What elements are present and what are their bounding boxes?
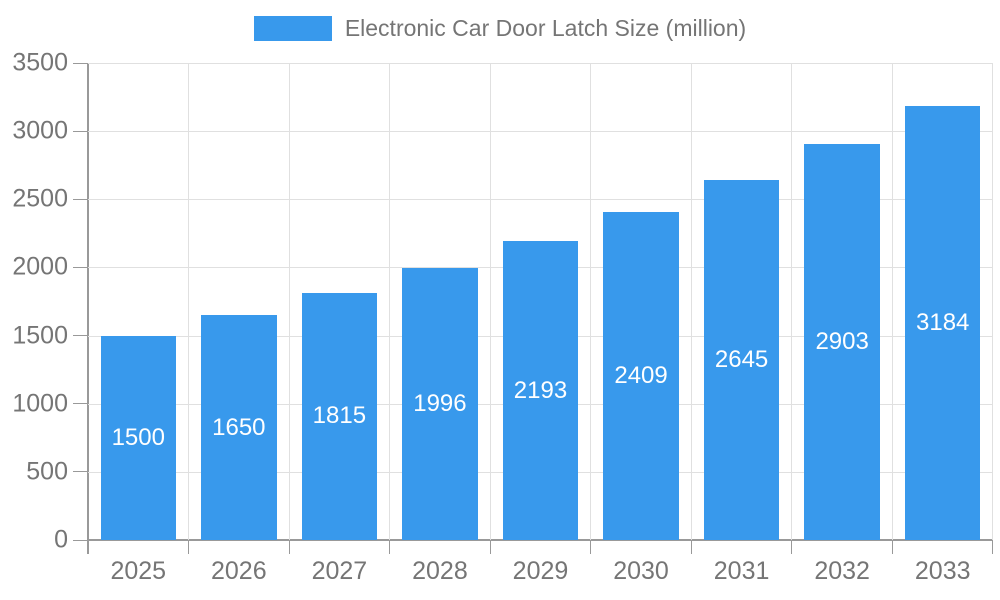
bar[interactable]: 2645 [703, 179, 780, 540]
y-axis-tick [73, 539, 88, 541]
gridline-horizontal [88, 199, 993, 201]
x-axis-label: 2033 [914, 557, 971, 585]
x-axis-label: 2030 [613, 557, 669, 585]
legend-swatch-icon [253, 16, 332, 41]
y-axis-tick [73, 130, 88, 132]
gridline-vertical [690, 63, 692, 540]
y-axis-tick [73, 198, 88, 200]
y-axis-tick [73, 335, 88, 337]
gridline-vertical [791, 63, 793, 540]
gridline-horizontal [88, 131, 993, 133]
gridline-horizontal [88, 63, 993, 64]
y-axis-tick [73, 62, 88, 64]
x-axis-label: 2026 [211, 557, 267, 585]
bar[interactable]: 2409 [603, 211, 679, 540]
bar-value-label: 2645 [714, 345, 769, 373]
y-axis-label: 0 [54, 525, 68, 554]
x-axis-tick [690, 541, 692, 554]
legend-label: Electronic Car Door Latch Size (million) [344, 15, 747, 41]
bar-value-label: 1996 [413, 389, 467, 417]
bar-value-label: 2193 [513, 376, 568, 404]
y-axis-tick [73, 403, 88, 405]
y-axis-label: 2500 [12, 184, 68, 213]
x-axis-label: 2028 [412, 557, 468, 585]
gridline-vertical [590, 63, 592, 540]
bar-value-label: 1650 [212, 413, 266, 441]
bar-value-label: 2409 [614, 361, 668, 389]
gridline-vertical [891, 63, 893, 540]
plot-area: 0 500 1000 1500 2000 2500 3000 3500 2025 1500 2026… [12, 49, 993, 585]
x-axis-label: 2027 [311, 557, 368, 585]
bar[interactable]: 1500 [100, 335, 176, 540]
x-axis-tick [87, 541, 89, 554]
x-axis-tick [791, 541, 793, 554]
y-axis-label: 500 [26, 457, 68, 486]
y-axis-label: 3500 [12, 48, 68, 77]
bar[interactable]: 2193 [502, 241, 579, 540]
bar[interactable]: 1650 [201, 315, 277, 540]
x-axis-tick [288, 541, 290, 554]
x-axis-tick [489, 541, 491, 554]
y-axis-tick [73, 266, 88, 268]
bar[interactable]: 1996 [402, 267, 478, 540]
y-axis-label: 3000 [12, 116, 68, 145]
bar-value-label: 1815 [312, 402, 367, 430]
gridline-vertical [489, 63, 491, 540]
x-axis-tick [891, 541, 893, 554]
x-axis-label: 2025 [110, 557, 167, 585]
y-axis-tick [73, 471, 88, 473]
bar[interactable]: 3184 [905, 106, 981, 540]
gridline-vertical [992, 63, 993, 540]
y-axis-line [87, 63, 89, 554]
gridline-vertical [188, 63, 190, 540]
y-axis-label: 2000 [12, 252, 68, 281]
x-axis-tick [389, 541, 391, 554]
x-axis-tick [590, 541, 592, 554]
x-axis-label: 2032 [814, 557, 870, 585]
bar-value-label: 3184 [916, 309, 970, 337]
legend[interactable]: Electronic Car Door Latch Size (million) [0, 16, 1000, 41]
x-axis-tick [188, 541, 190, 554]
gridline-vertical [288, 63, 290, 540]
bar[interactable]: 2903 [804, 144, 880, 540]
bar[interactable]: 1815 [301, 292, 378, 540]
gridline-vertical [389, 63, 391, 540]
y-axis-label: 1000 [12, 389, 68, 418]
x-axis-label: 2031 [713, 557, 770, 585]
y-axis-label: 1500 [12, 321, 68, 350]
x-axis-line [88, 539, 993, 541]
x-axis-label: 2029 [512, 557, 569, 585]
x-axis-tick [991, 541, 993, 554]
bar-value-label: 2903 [815, 328, 869, 356]
bar-value-label: 1500 [111, 423, 165, 451]
